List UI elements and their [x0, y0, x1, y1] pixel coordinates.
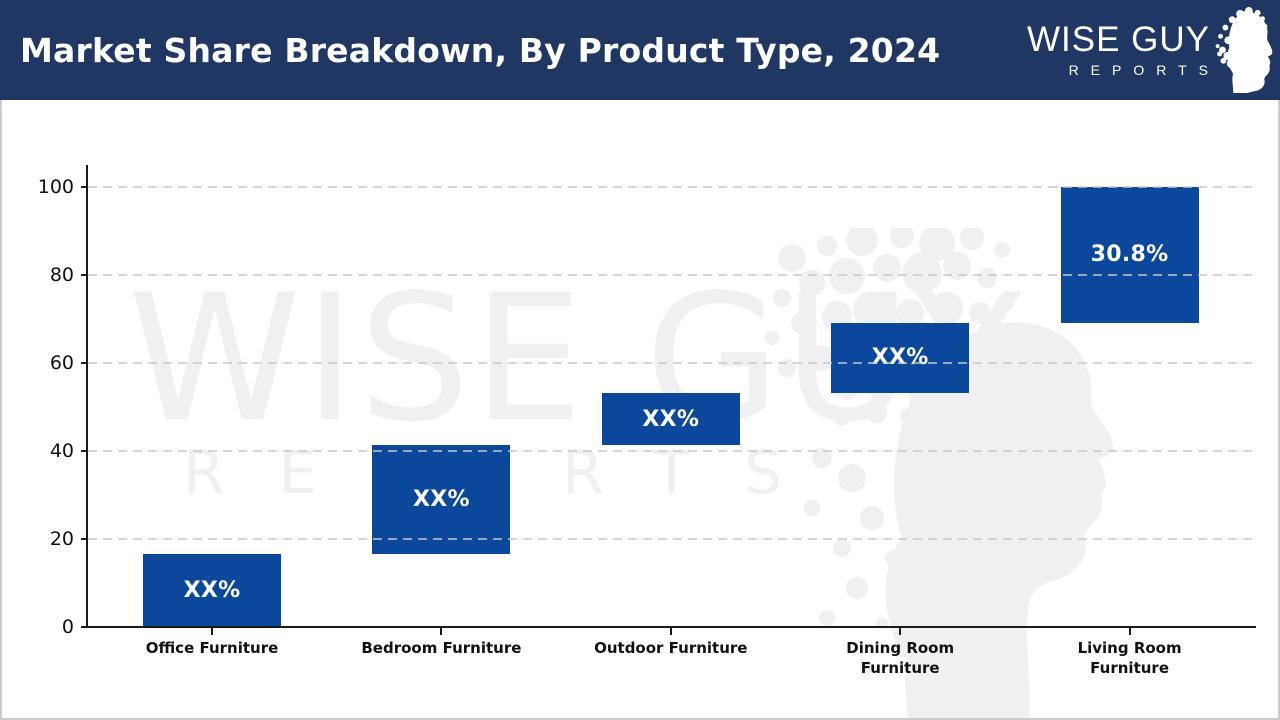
x-category-label: Bedroom Furniture [326, 638, 556, 658]
x-category-label-line: Office Furniture [145, 639, 279, 657]
x-tick-mark [669, 627, 672, 635]
gridline-100 [88, 186, 1256, 188]
brand-logo: WISE GUY REPORTS [1027, 4, 1274, 96]
x-tick-mark [211, 627, 213, 635]
bar-segment-1: XX% [372, 445, 511, 554]
x-category-label-line: Dining Room [846, 639, 955, 657]
watermark-face-icon [765, 228, 1114, 720]
x-category-label: Living Room Furniture [1015, 638, 1245, 678]
bar-value-label: 30.8% [1090, 242, 1169, 268]
bar-value-label: XX% [642, 406, 700, 432]
x-category-label-line: Bedroom Furniture [361, 639, 522, 657]
header-bar: Market Share Breakdown, By Product Type,… [0, 0, 1280, 100]
y-tick-label: 20 [49, 528, 74, 550]
wise-guy-face-icon [1215, 7, 1273, 93]
y-tick-label: 40 [49, 440, 74, 462]
bar-value-label: XX% [412, 487, 470, 513]
gridline-60 [88, 362, 1256, 364]
bar-value-label: XX% [183, 577, 241, 603]
gridline-40 [88, 450, 1256, 452]
brand-text: WISE GUY REPORTS [1027, 22, 1210, 78]
bar-segment-4: 30.8% [1060, 187, 1199, 323]
x-category-label: Office Furniture [97, 638, 327, 658]
bar-segment-3: XX% [831, 322, 970, 394]
y-tick-label: 100 [37, 176, 74, 198]
bar-segment-2: XX% [601, 393, 740, 446]
page-title: Market Share Breakdown, By Product Type,… [20, 30, 941, 70]
x-category-label-line: Outdoor Furniture [594, 639, 748, 657]
y-axis-line [86, 165, 88, 628]
x-category-label-line: Living Room [1077, 639, 1182, 657]
x-category-label-line: Furniture [860, 659, 940, 677]
brand-subtitle: REPORTS [1068, 62, 1220, 78]
y-tick-mark [81, 362, 88, 364]
gridline-80 [88, 274, 1256, 276]
x-category-label: Dining Room Furniture [785, 638, 1015, 678]
y-tick-label: 60 [49, 352, 74, 374]
y-tick-mark [81, 186, 88, 188]
x-tick-mark [899, 627, 902, 635]
bar-value-label: XX% [871, 345, 929, 371]
x-tick-mark [440, 627, 443, 635]
y-tick-label: 0 [61, 616, 74, 638]
x-category-label: Outdoor Furniture [556, 638, 786, 658]
y-tick-label: 80 [49, 264, 74, 286]
y-tick-mark [81, 538, 88, 540]
x-axis-line [86, 626, 1256, 628]
y-tick-mark [81, 274, 88, 276]
gridline-20 [88, 538, 1256, 540]
x-tick-mark [1128, 627, 1131, 635]
y-tick-mark [81, 626, 88, 628]
x-category-label-line: Furniture [1090, 659, 1169, 677]
brand-wordmark: WISE GUY [1026, 20, 1210, 59]
y-tick-mark [81, 450, 88, 452]
bar-segment-0: XX% [143, 553, 281, 627]
